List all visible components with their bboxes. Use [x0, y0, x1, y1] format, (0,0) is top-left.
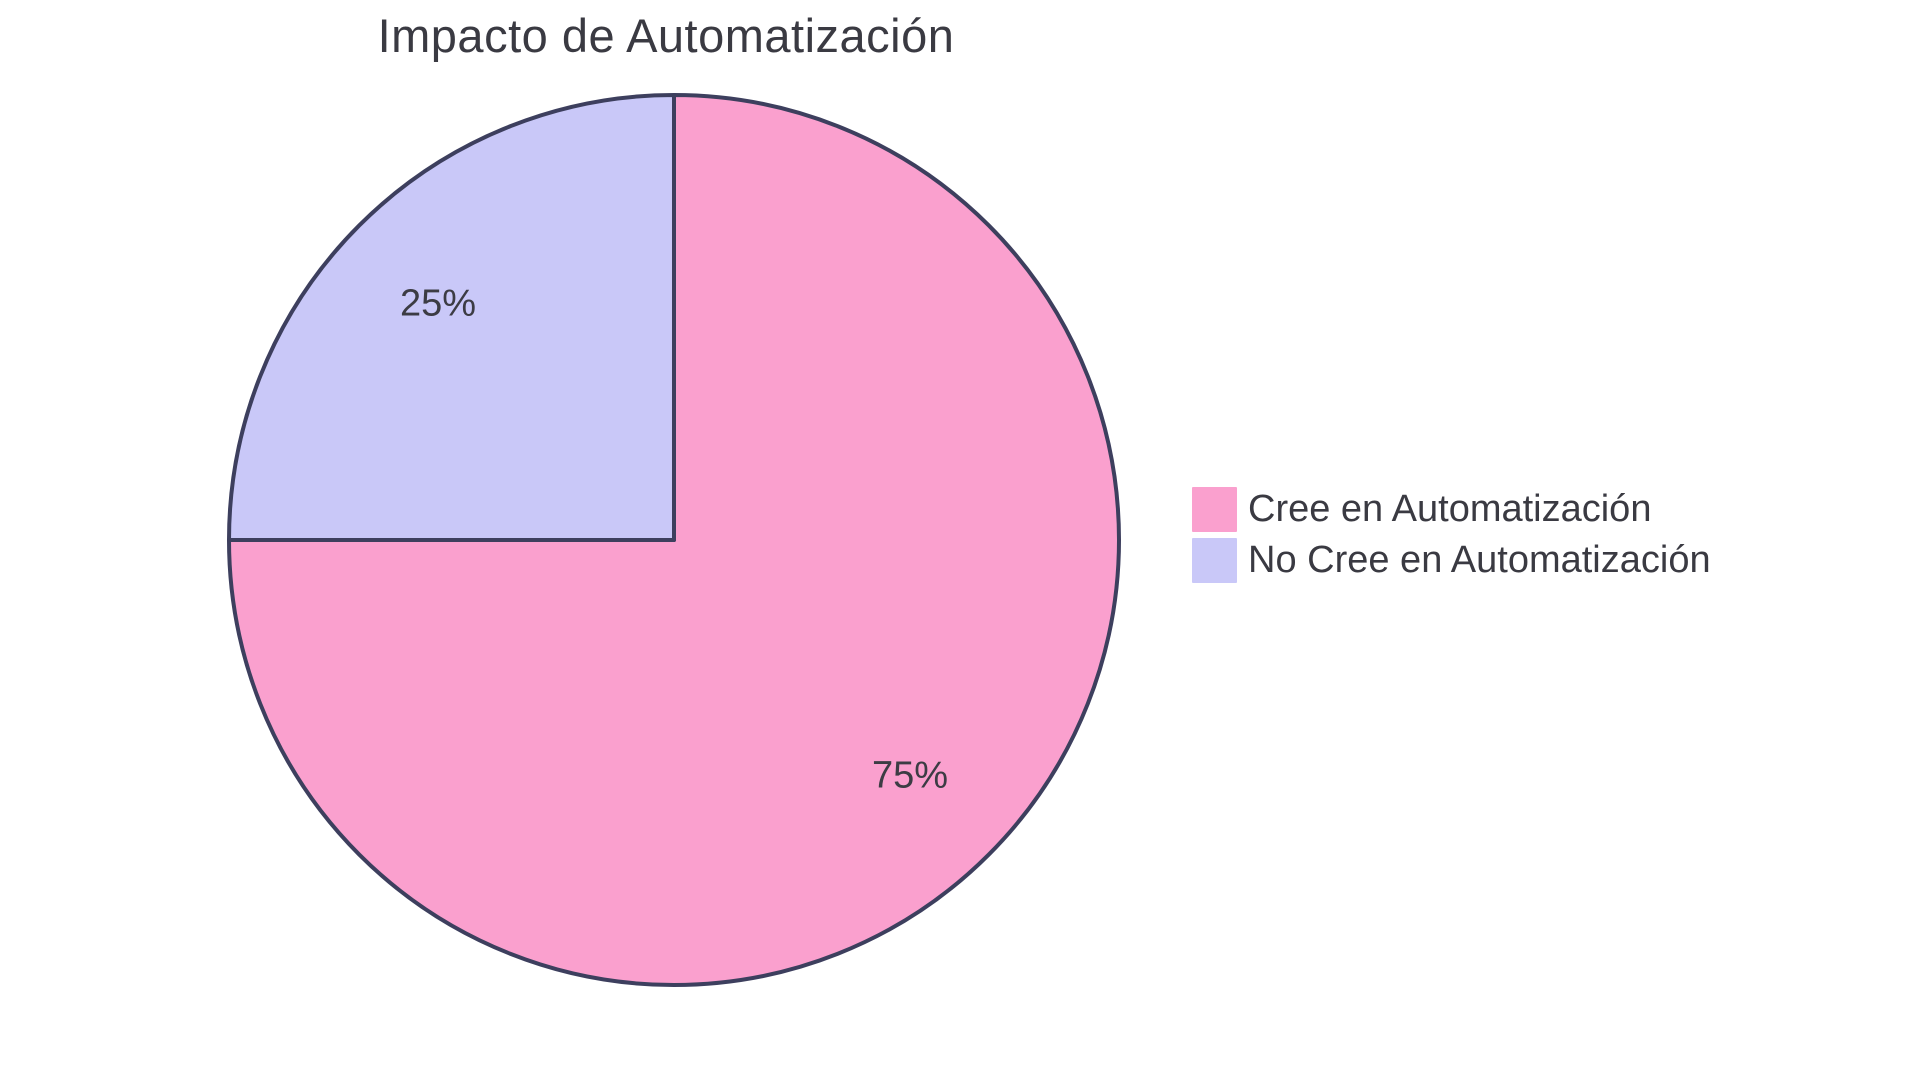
legend-swatch-no-cree-icon — [1192, 538, 1237, 583]
legend-item-cree-en-automatizacion[interactable]: Cree en Automatización — [1192, 487, 1711, 532]
pie-percent-label-75: 75% — [871, 754, 949, 797]
legend-item-no-cree-en-automatizacion[interactable]: No Cree en Automatización — [1192, 538, 1711, 583]
pie-svg — [227, 93, 1121, 987]
legend: Cree en Automatización No Cree en Automa… — [1192, 487, 1711, 583]
pie-slice-no-cree-en-automatizacion[interactable] — [227, 93, 676, 542]
pie-percent-label-25: 25% — [399, 282, 477, 325]
legend-label-no-cree: No Cree en Automatización — [1248, 539, 1711, 581]
legend-swatch-cree-icon — [1192, 487, 1237, 532]
chart-title: Impacto de Automatización — [377, 9, 955, 62]
legend-label-cree: Cree en Automatización — [1248, 488, 1652, 530]
pie-chart: 75% 25% — [225, 91, 1123, 989]
